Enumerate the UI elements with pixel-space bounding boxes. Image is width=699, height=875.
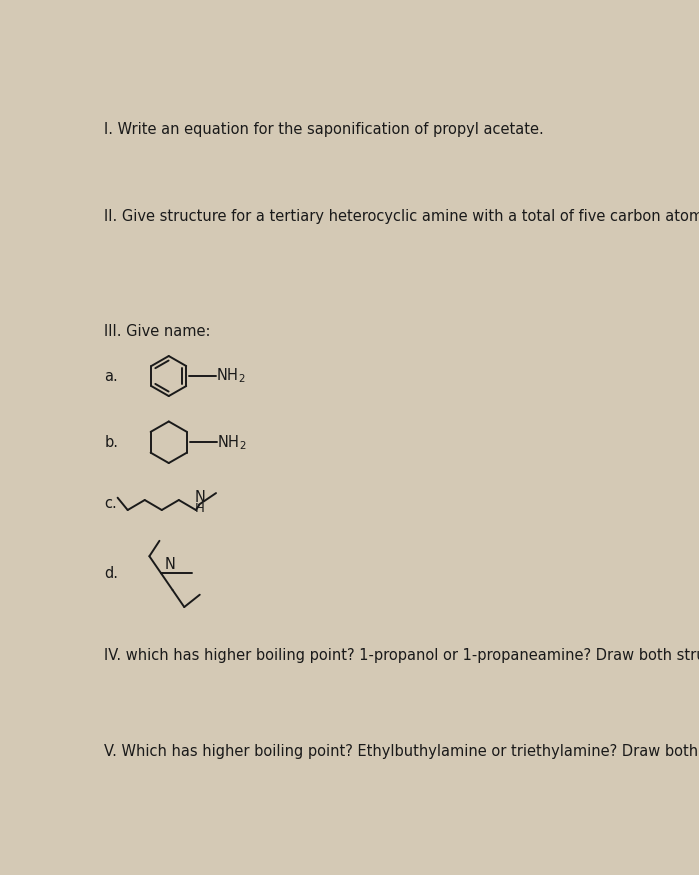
Text: d.: d. [104, 565, 118, 581]
Text: N: N [194, 490, 206, 505]
Text: $\mathregular{NH_2}$: $\mathregular{NH_2}$ [217, 433, 246, 452]
Text: III. Give name:: III. Give name: [104, 325, 211, 340]
Text: $\mathregular{NH_2}$: $\mathregular{NH_2}$ [216, 367, 245, 385]
Text: N: N [165, 556, 175, 571]
Text: IV. which has higher boiling point? 1-propanol or 1-propaneamine? Draw both stru: IV. which has higher boiling point? 1-pr… [104, 648, 699, 663]
Text: H: H [195, 501, 205, 514]
Text: c.: c. [104, 496, 117, 511]
Text: b.: b. [104, 435, 118, 450]
Text: V. Which has higher boiling point? Ethylbuthylamine or triethylamine? Draw both : V. Which has higher boiling point? Ethyl… [104, 744, 699, 760]
Text: a.: a. [104, 368, 118, 383]
Text: II. Give structure for a tertiary heterocyclic amine with a total of five carbon: II. Give structure for a tertiary hetero… [104, 209, 699, 224]
Text: I. Write an equation for the saponification of propyl acetate.: I. Write an equation for the saponificat… [104, 122, 545, 137]
